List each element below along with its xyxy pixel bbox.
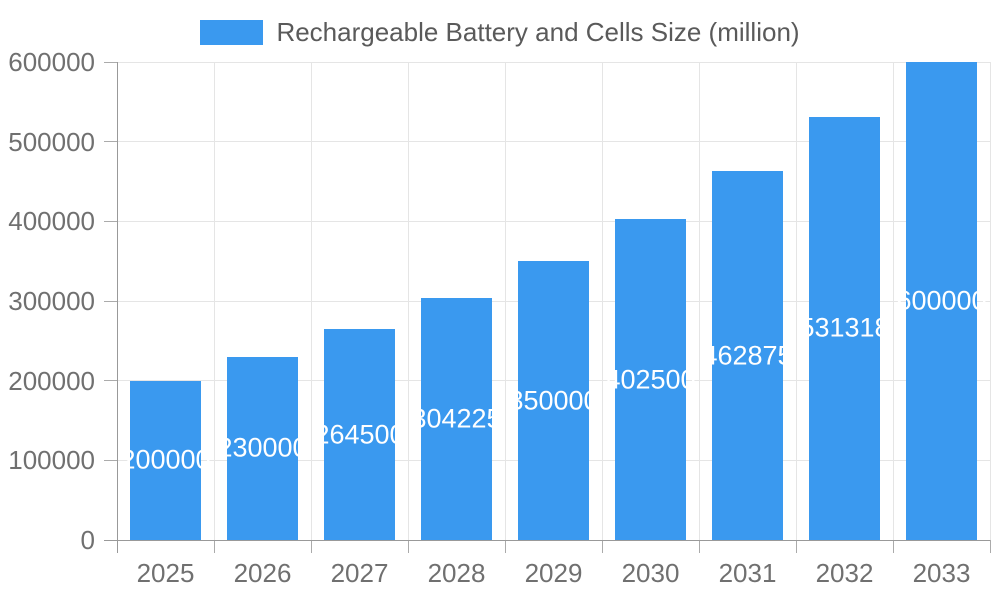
x-axis-label: 2028 — [427, 558, 486, 588]
bar-value-label: 462875 — [702, 340, 793, 371]
x-gridline — [698, 62, 700, 540]
y-axis-tick — [104, 141, 117, 143]
x-axis-label: 2025 — [136, 558, 195, 588]
bar-2029[interactable]: 350000 — [508, 261, 599, 540]
y-axis-label: 600000 — [8, 47, 95, 77]
legend-label: Rechargeable Battery and Cells Size (mil… — [276, 17, 800, 47]
x-axis-label: 2032 — [815, 558, 874, 588]
bar-2028[interactable]: 304225 — [411, 297, 502, 540]
x-axis-label: 2033 — [912, 558, 971, 588]
x-axis-tick — [601, 540, 603, 553]
y-axis-tick — [104, 459, 117, 461]
x-axis-tick — [504, 540, 506, 553]
bar-value-label: 264500 — [314, 419, 405, 450]
bar-2030[interactable]: 402500 — [605, 219, 696, 540]
x-axis-tick — [213, 540, 215, 553]
x-gridline — [601, 62, 603, 540]
x-axis-label: 2027 — [330, 558, 389, 588]
y-axis-label: 300000 — [8, 286, 95, 316]
bar-2033[interactable]: 600000 — [896, 62, 987, 540]
bar-value-label: 600000 — [896, 285, 987, 316]
bar-2025[interactable]: 200000 — [120, 380, 211, 540]
bar-value-label: 402500 — [605, 364, 696, 395]
x-axis-label: 2026 — [233, 558, 292, 588]
bar-value-label: 350000 — [508, 385, 599, 416]
y-axis-tick — [104, 61, 117, 63]
bar-2026[interactable]: 230000 — [217, 356, 308, 540]
legend-item-series[interactable]: Rechargeable Battery and Cells Size (mil… — [200, 16, 800, 48]
y-axis-label: 200000 — [8, 365, 95, 396]
x-axis-label: 2029 — [524, 558, 583, 588]
y-gridline — [117, 141, 990, 143]
x-axis-label: 2030 — [621, 558, 680, 588]
chart-legend: Rechargeable Battery and Cells Size (mil… — [0, 16, 1000, 48]
bar-value-label: 304225 — [411, 403, 502, 434]
y-axis-tick — [104, 220, 117, 222]
x-axis-tick — [989, 540, 991, 553]
x-axis-tick — [310, 540, 312, 553]
x-gridline — [310, 62, 312, 540]
x-gridline — [213, 62, 215, 540]
x-gridline — [407, 62, 409, 540]
x-gridline — [989, 62, 991, 540]
y-gridline — [117, 61, 990, 63]
bar-2027[interactable]: 264500 — [314, 329, 405, 540]
bar-value-label: 230000 — [217, 432, 308, 463]
x-axis-tick — [795, 540, 797, 553]
y-axis-label: 0 — [80, 525, 95, 555]
y-axis-label: 500000 — [8, 126, 95, 157]
y-axis-tick — [104, 380, 117, 382]
x-axis-tick — [407, 540, 409, 553]
x-axis-tick — [892, 540, 894, 553]
y-axis-label: 400000 — [8, 206, 95, 237]
x-axis-tick — [698, 540, 700, 553]
bar-2032[interactable]: 531318 — [799, 116, 890, 540]
x-gridline — [892, 62, 894, 540]
legend-swatch — [200, 19, 264, 45]
bar-value-label: 531318 — [799, 312, 890, 343]
y-gridline — [117, 220, 990, 222]
x-axis-line — [104, 539, 990, 541]
y-axis-label: 100000 — [8, 445, 95, 476]
bar-value-label: 200000 — [120, 444, 211, 475]
bar-2031[interactable]: 462875 — [702, 171, 793, 540]
x-gridline — [795, 62, 797, 540]
x-axis-label: 2031 — [718, 558, 777, 588]
y-axis-tick — [104, 300, 117, 302]
y-axis-line — [116, 62, 118, 553]
x-gridline — [504, 62, 506, 540]
